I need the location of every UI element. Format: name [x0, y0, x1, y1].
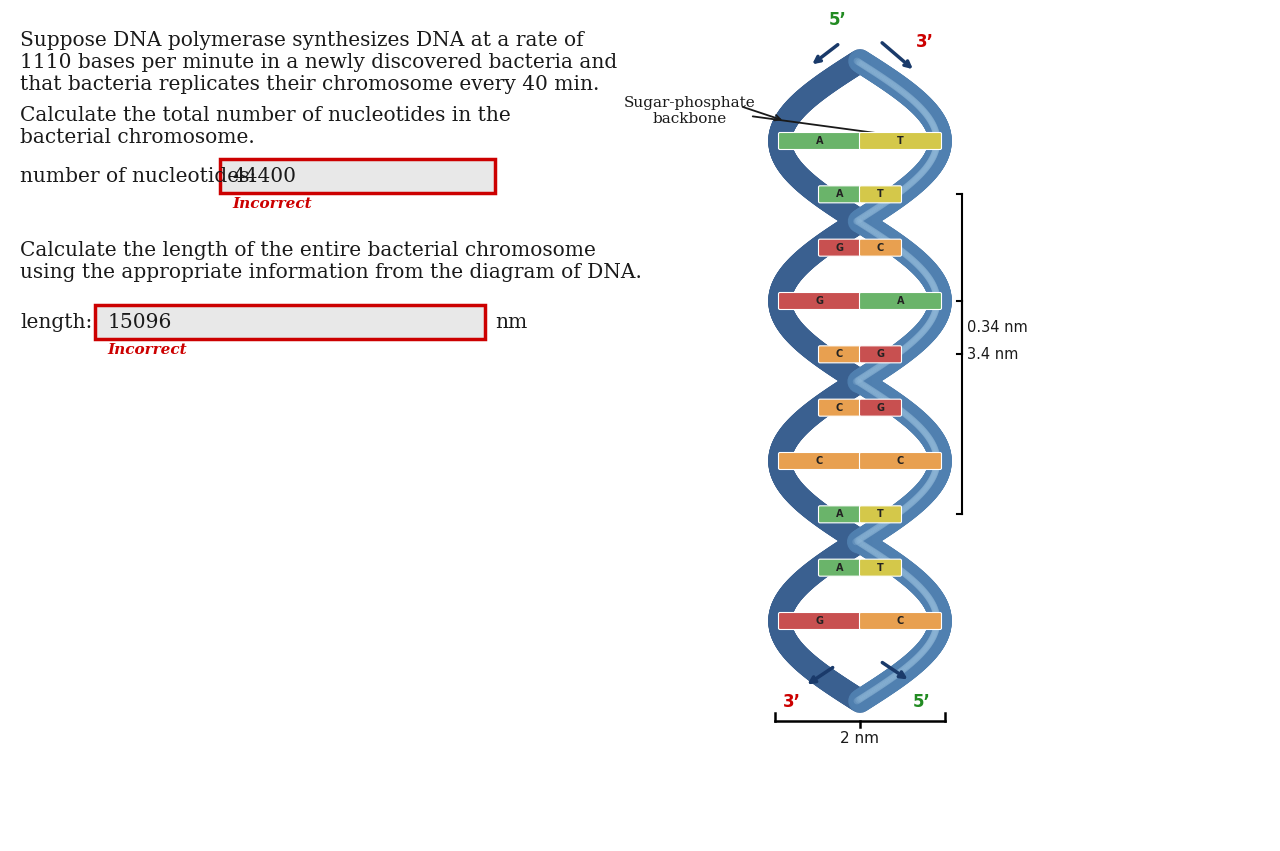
FancyBboxPatch shape — [818, 505, 860, 523]
Text: Incorrect: Incorrect — [108, 343, 187, 357]
Text: 3.4 nm: 3.4 nm — [966, 347, 1019, 362]
FancyBboxPatch shape — [859, 293, 942, 310]
Text: A: A — [897, 296, 904, 306]
Text: using the appropriate information from the diagram of DNA.: using the appropriate information from t… — [20, 263, 641, 282]
Text: 1110 bases per minute in a newly discovered bacteria and: 1110 bases per minute in a newly discove… — [20, 53, 617, 72]
Text: T: T — [897, 136, 904, 146]
Text: T: T — [877, 189, 884, 199]
Text: 3’: 3’ — [783, 693, 801, 711]
Text: C: C — [897, 456, 904, 466]
Text: 5’: 5’ — [829, 11, 847, 29]
Text: G: G — [836, 243, 844, 253]
FancyBboxPatch shape — [859, 453, 942, 470]
Text: C: C — [836, 403, 844, 413]
Text: T: T — [877, 510, 884, 519]
Text: number of nucleotides:: number of nucleotides: — [20, 167, 256, 186]
FancyBboxPatch shape — [859, 133, 942, 150]
Text: A: A — [836, 510, 844, 519]
FancyBboxPatch shape — [778, 293, 860, 310]
Text: Sugar-phosphate
backbone: Sugar-phosphate backbone — [625, 96, 756, 126]
FancyBboxPatch shape — [818, 239, 860, 256]
FancyBboxPatch shape — [818, 559, 860, 576]
Text: 2 nm: 2 nm — [841, 731, 879, 746]
Text: G: G — [815, 296, 823, 306]
FancyBboxPatch shape — [778, 453, 860, 470]
FancyBboxPatch shape — [220, 159, 495, 193]
FancyBboxPatch shape — [859, 346, 901, 363]
Text: C: C — [897, 616, 904, 626]
Text: Suppose DNA polymerase synthesizes DNA at a rate of: Suppose DNA polymerase synthesizes DNA a… — [20, 31, 584, 50]
FancyBboxPatch shape — [778, 613, 860, 630]
FancyBboxPatch shape — [859, 186, 901, 203]
FancyBboxPatch shape — [818, 186, 860, 203]
FancyBboxPatch shape — [818, 399, 860, 416]
Text: G: G — [877, 403, 884, 413]
FancyBboxPatch shape — [778, 133, 860, 150]
FancyBboxPatch shape — [818, 346, 860, 363]
Text: 5’: 5’ — [913, 693, 931, 711]
FancyBboxPatch shape — [859, 559, 901, 576]
FancyBboxPatch shape — [95, 305, 485, 339]
Text: 15096: 15096 — [108, 312, 172, 332]
Text: C: C — [836, 349, 844, 359]
Text: C: C — [815, 456, 823, 466]
Text: C: C — [877, 243, 884, 253]
Text: T: T — [877, 563, 884, 573]
Text: G: G — [815, 616, 823, 626]
Text: 44400: 44400 — [232, 167, 296, 186]
Text: A: A — [815, 136, 823, 146]
Text: Incorrect: Incorrect — [232, 197, 311, 211]
Text: A: A — [836, 189, 844, 199]
Text: bacterial chromosome.: bacterial chromosome. — [20, 128, 255, 147]
Text: nm: nm — [495, 312, 527, 332]
Text: A: A — [836, 563, 844, 573]
FancyBboxPatch shape — [859, 505, 901, 523]
FancyBboxPatch shape — [859, 399, 901, 416]
Text: length:: length: — [20, 312, 92, 332]
Text: 3’: 3’ — [916, 33, 934, 51]
Text: 0.34 nm: 0.34 nm — [966, 320, 1028, 335]
FancyBboxPatch shape — [859, 613, 942, 630]
FancyBboxPatch shape — [859, 239, 901, 256]
Text: that bacteria replicates their chromosome every 40 min.: that bacteria replicates their chromosom… — [20, 75, 599, 94]
Text: Calculate the total number of nucleotides in the: Calculate the total number of nucleotide… — [20, 106, 511, 125]
Text: G: G — [877, 349, 884, 359]
Text: Calculate the length of the entire bacterial chromosome: Calculate the length of the entire bacte… — [20, 241, 596, 260]
